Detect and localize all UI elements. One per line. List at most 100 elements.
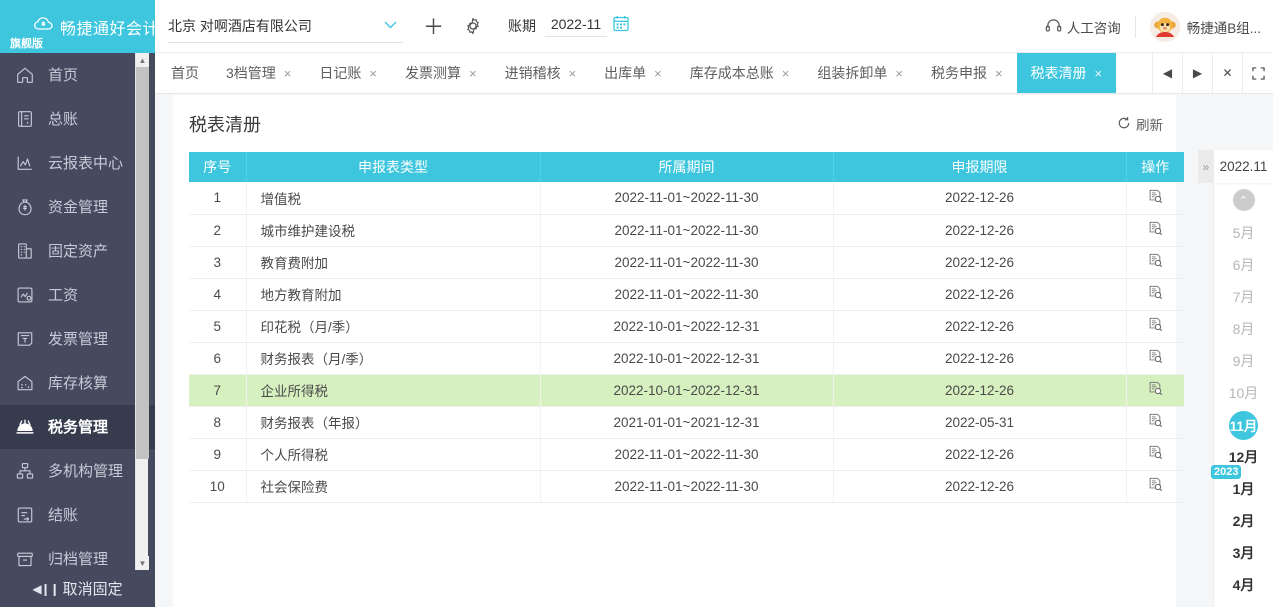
sidebar-item-8[interactable]: 税务管理	[0, 405, 155, 449]
table-row[interactable]: 1 增值税 2022-11-01~2022-11-30 2022-12-26	[189, 182, 1184, 215]
sidebar: 畅捷通好会计 旗舰版 首页 总账 云报表中心 资金管理 固定资产 工资 发票管理 库存核算 税务…	[0, 0, 159, 607]
row-period: 2022-10-01~2022-12-31	[540, 342, 834, 375]
month-item-11[interactable]: 4月	[1214, 569, 1273, 601]
table-row[interactable]: 4 地方教育附加 2022-11-01~2022-11-30 2022-12-26	[189, 278, 1184, 311]
scroll-down-arrow-icon[interactable]: ▼	[136, 556, 149, 570]
sidebar-scrollbar[interactable]: ▲ ▼	[135, 53, 149, 570]
add-company-button[interactable]: ＋	[423, 16, 444, 39]
document-search-icon[interactable]	[1148, 381, 1163, 399]
table-row[interactable]: 8 财务报表（年报） 2021-01-01~2021-12-31 2022-05-31	[189, 406, 1184, 439]
tab-0[interactable]: 首页	[155, 53, 212, 93]
tax-form-table: 序号 申报表类型 所属期间 申报期限 操作 1 增值税 2022-11-01~2022-11…	[189, 152, 1184, 503]
month-item-3[interactable]: 8月	[1214, 313, 1273, 345]
tab-5[interactable]: 出库单 ×	[590, 53, 676, 93]
document-search-icon[interactable]	[1148, 189, 1163, 207]
brand-header: 畅捷通好会计 旗舰版	[0, 0, 159, 53]
row-operation	[1126, 342, 1184, 375]
row-form-type: 个人所得税	[246, 438, 541, 471]
scrollbar-thumb[interactable]	[136, 67, 149, 459]
sidebar-item-11[interactable]: 归档管理	[0, 537, 155, 570]
gear-icon[interactable]	[464, 17, 482, 35]
collapse-right-icon[interactable]: »	[1198, 150, 1214, 183]
month-scroll-up-button[interactable]: ⌃	[1214, 183, 1273, 217]
sidebar-item-1[interactable]: 总账	[0, 97, 155, 141]
document-search-icon[interactable]	[1148, 413, 1163, 431]
document-search-icon[interactable]	[1148, 285, 1163, 303]
sidebar-item-4[interactable]: 固定资产	[0, 229, 155, 273]
table-row[interactable]: 6 财务报表（月/季） 2022-10-01~2022-12-31 2022-12-2…	[189, 342, 1184, 375]
sidebar-item-10[interactable]: 结账	[0, 493, 155, 537]
sidebar-item-label: 归档管理	[48, 550, 109, 568]
table-row[interactable]: 7 企业所得税 2022-10-01~2022-12-31 2022-12-26	[189, 374, 1184, 407]
sidebar-pin-toggle[interactable]: ◀❙❙ 取消固定	[0, 570, 155, 607]
tab-close-icon[interactable]: ×	[895, 65, 903, 81]
tab-close-icon[interactable]: ×	[283, 65, 292, 81]
company-selector[interactable]: 北京 对啊酒店有限公司	[168, 9, 403, 43]
month-item-8[interactable]: 2023 1月	[1211, 465, 1273, 505]
prev-tab-icon[interactable]: ◀	[1152, 53, 1182, 93]
document-search-icon[interactable]	[1148, 477, 1163, 495]
month-item-10[interactable]: 3月	[1214, 537, 1273, 569]
tab-8[interactable]: 税务申报 ×	[917, 53, 1017, 93]
tab-2[interactable]: 日记账 ×	[305, 53, 391, 93]
month-item-0[interactable]: 5月	[1214, 217, 1273, 249]
period-value[interactable]: 2022-11	[545, 16, 607, 37]
month-label: 4月	[1232, 577, 1255, 593]
tab-6[interactable]: 库存成本总账 ×	[676, 53, 804, 93]
tab-close-icon[interactable]: ×	[568, 65, 577, 81]
username[interactable]: 畅捷通B组...	[1186, 20, 1261, 36]
tab-label: 首页	[171, 65, 199, 81]
table-row[interactable]: 10 社会保险费 2022-11-01~2022-11-30 2022-12-26	[189, 470, 1184, 503]
column-header-2: 所属期间	[540, 152, 834, 182]
tab-close-icon[interactable]: ×	[468, 65, 477, 81]
tab-label: 日记账	[319, 65, 362, 81]
sidebar-item-2[interactable]: 云报表中心	[0, 141, 155, 185]
support-button[interactable]: 人工咨询	[1045, 17, 1121, 37]
month-scroll-down-button[interactable]: ⌄	[1214, 601, 1273, 607]
month-item-4[interactable]: 9月	[1214, 345, 1273, 377]
row-period: 2021-01-01~2021-12-31	[540, 406, 834, 439]
tab-close-icon[interactable]: ×	[369, 65, 377, 81]
sidebar-item-6[interactable]: 发票管理	[0, 317, 155, 361]
table-row[interactable]: 3 教育费附加 2022-11-01~2022-11-30 2022-12-26	[189, 246, 1184, 279]
tab-close-icon[interactable]: ×	[994, 65, 1003, 81]
document-search-icon[interactable]	[1148, 221, 1163, 239]
document-search-icon[interactable]	[1148, 253, 1163, 271]
table-row[interactable]: 9 个人所得税 2022-11-01~2022-11-30 2022-12-26	[189, 438, 1184, 471]
month-item-5[interactable]: 10月	[1214, 377, 1273, 409]
month-item-7[interactable]: 12月	[1214, 441, 1273, 473]
tab-close-icon[interactable]: ×	[1094, 65, 1103, 81]
table-row[interactable]: 5 印花税（月/季） 2022-10-01~2022-12-31 2022-12-26	[189, 310, 1184, 343]
tab-4[interactable]: 进销稽核 ×	[491, 53, 591, 93]
close-tab-icon[interactable]: ✕	[1212, 53, 1242, 93]
fullscreen-icon[interactable]	[1242, 53, 1273, 93]
document-search-icon[interactable]	[1148, 349, 1163, 367]
avatar[interactable]	[1149, 11, 1180, 42]
document-search-icon[interactable]	[1148, 445, 1163, 463]
document-search-icon[interactable]	[1148, 317, 1163, 335]
row-operation	[1126, 374, 1184, 407]
scroll-up-arrow-icon[interactable]: ▲	[136, 53, 149, 67]
month-item-2[interactable]: 7月	[1214, 281, 1273, 313]
sidebar-item-5[interactable]: 工资	[0, 273, 155, 317]
next-tab-icon[interactable]: ▶	[1182, 53, 1212, 93]
tab-close-icon[interactable]: ×	[781, 65, 790, 81]
month-item-6[interactable]: 11月	[1214, 409, 1273, 441]
tab-3[interactable]: 发票测算 ×	[391, 53, 491, 93]
sidebar-item-0[interactable]: 首页	[0, 53, 155, 97]
sidebar-item-9[interactable]: 多机构管理	[0, 449, 155, 493]
tab-close-icon[interactable]: ×	[654, 65, 662, 81]
table-row[interactable]: 2 城市维护建设税 2022-11-01~2022-11-30 2022-12-26	[189, 214, 1184, 247]
calendar-icon[interactable]	[613, 15, 629, 37]
tab-1[interactable]: 3档管理 ×	[212, 53, 305, 93]
row-operation	[1126, 438, 1184, 471]
sidebar-item-7[interactable]: 库存核算	[0, 361, 155, 405]
tab-9[interactable]: 税表清册 ×	[1016, 53, 1117, 93]
month-item-1[interactable]: 6月	[1214, 249, 1273, 281]
support-label: 人工咨询	[1066, 20, 1121, 36]
sidebar-item-3[interactable]: 资金管理	[0, 185, 155, 229]
tab-7[interactable]: 组装拆卸单 ×	[803, 53, 917, 93]
row-period: 2022-10-01~2022-12-31	[540, 310, 834, 343]
refresh-button[interactable]: 刷新	[1117, 114, 1163, 134]
month-item-9[interactable]: 2月	[1214, 505, 1273, 537]
